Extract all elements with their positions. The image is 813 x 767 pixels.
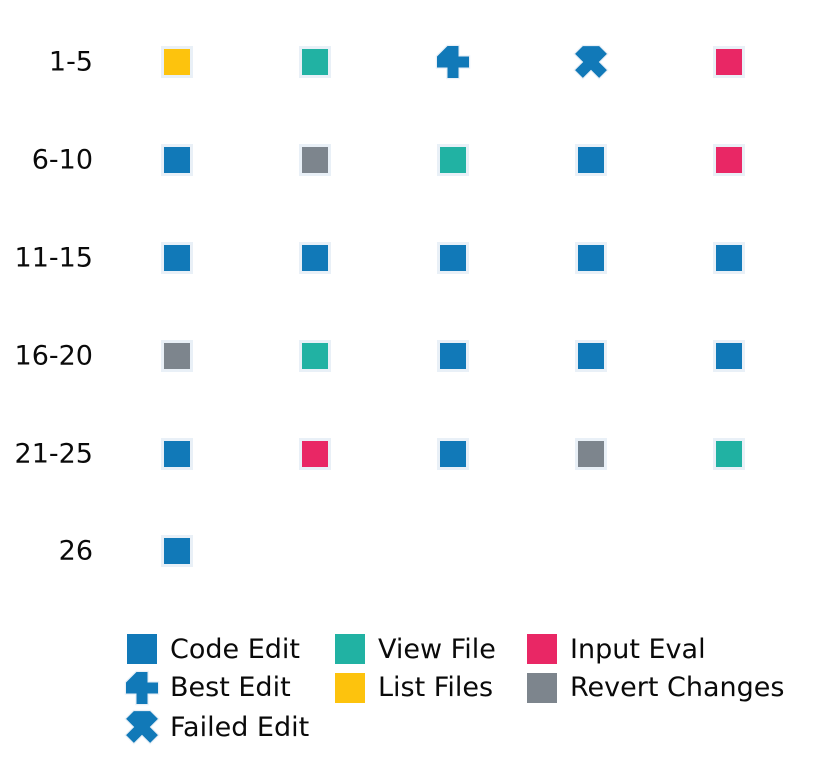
grid-marker-square [713, 46, 745, 78]
row-label: 1-5 [48, 46, 93, 78]
legend-label: Code Edit [170, 633, 300, 665]
grid-marker-plus-icon [435, 44, 471, 80]
legend-swatch [335, 634, 365, 664]
grid-marker-square [575, 144, 607, 176]
grid-marker-square [161, 144, 193, 176]
grid-marker-square [575, 242, 607, 274]
grid-marker-square [161, 242, 193, 274]
grid-marker-square [575, 340, 607, 372]
grid-marker-square [713, 340, 745, 372]
grid-marker-square [713, 438, 745, 470]
legend-swatch [127, 634, 157, 664]
grid-marker-square [437, 144, 469, 176]
legend-label: Input Eval [570, 633, 706, 665]
grid-marker-square [299, 46, 331, 78]
legend-swatch [527, 672, 557, 703]
legend-label: Revert Changes [570, 672, 785, 703]
grid-marker-square [161, 535, 193, 567]
grid-marker-square [437, 242, 469, 274]
grid-marker-square [299, 340, 331, 372]
legend-item: Best Edit [124, 670, 291, 705]
grid-marker-square [713, 242, 745, 274]
grid-marker-square [437, 438, 469, 470]
legend-label: List Files [378, 672, 494, 703]
legend-item: View File [335, 634, 496, 664]
legend-swatch [335, 672, 365, 703]
grid-marker-square [161, 46, 193, 78]
row-label: 26 [58, 535, 93, 567]
row-label: 16-20 [14, 340, 93, 372]
legend-item: Revert Changes [527, 672, 785, 703]
grid-marker-square [713, 144, 745, 176]
legend-x-icon [124, 709, 160, 745]
legend-item: Code Edit [127, 634, 300, 664]
legend-item: Input Eval [527, 634, 706, 664]
grid-marker-square [161, 340, 193, 372]
legend-label: Failed Edit [170, 711, 310, 743]
legend-label: Best Edit [170, 672, 291, 703]
row-label: 11-15 [14, 242, 93, 274]
legend-label: View File [378, 633, 496, 665]
grid-marker-square [437, 340, 469, 372]
row-label: 6-10 [31, 144, 93, 176]
grid-marker-square [299, 438, 331, 470]
legend-plus-icon [124, 670, 160, 705]
grid-marker-square [299, 242, 331, 274]
legend-swatch [527, 634, 557, 664]
legend-item: List Files [335, 672, 494, 703]
row-label: 21-25 [14, 438, 93, 470]
grid-marker-square [299, 144, 331, 176]
grid-marker-square [161, 438, 193, 470]
grid-marker-square [575, 438, 607, 470]
grid-marker-x-icon [573, 44, 609, 80]
legend-item: Failed Edit [124, 709, 310, 745]
